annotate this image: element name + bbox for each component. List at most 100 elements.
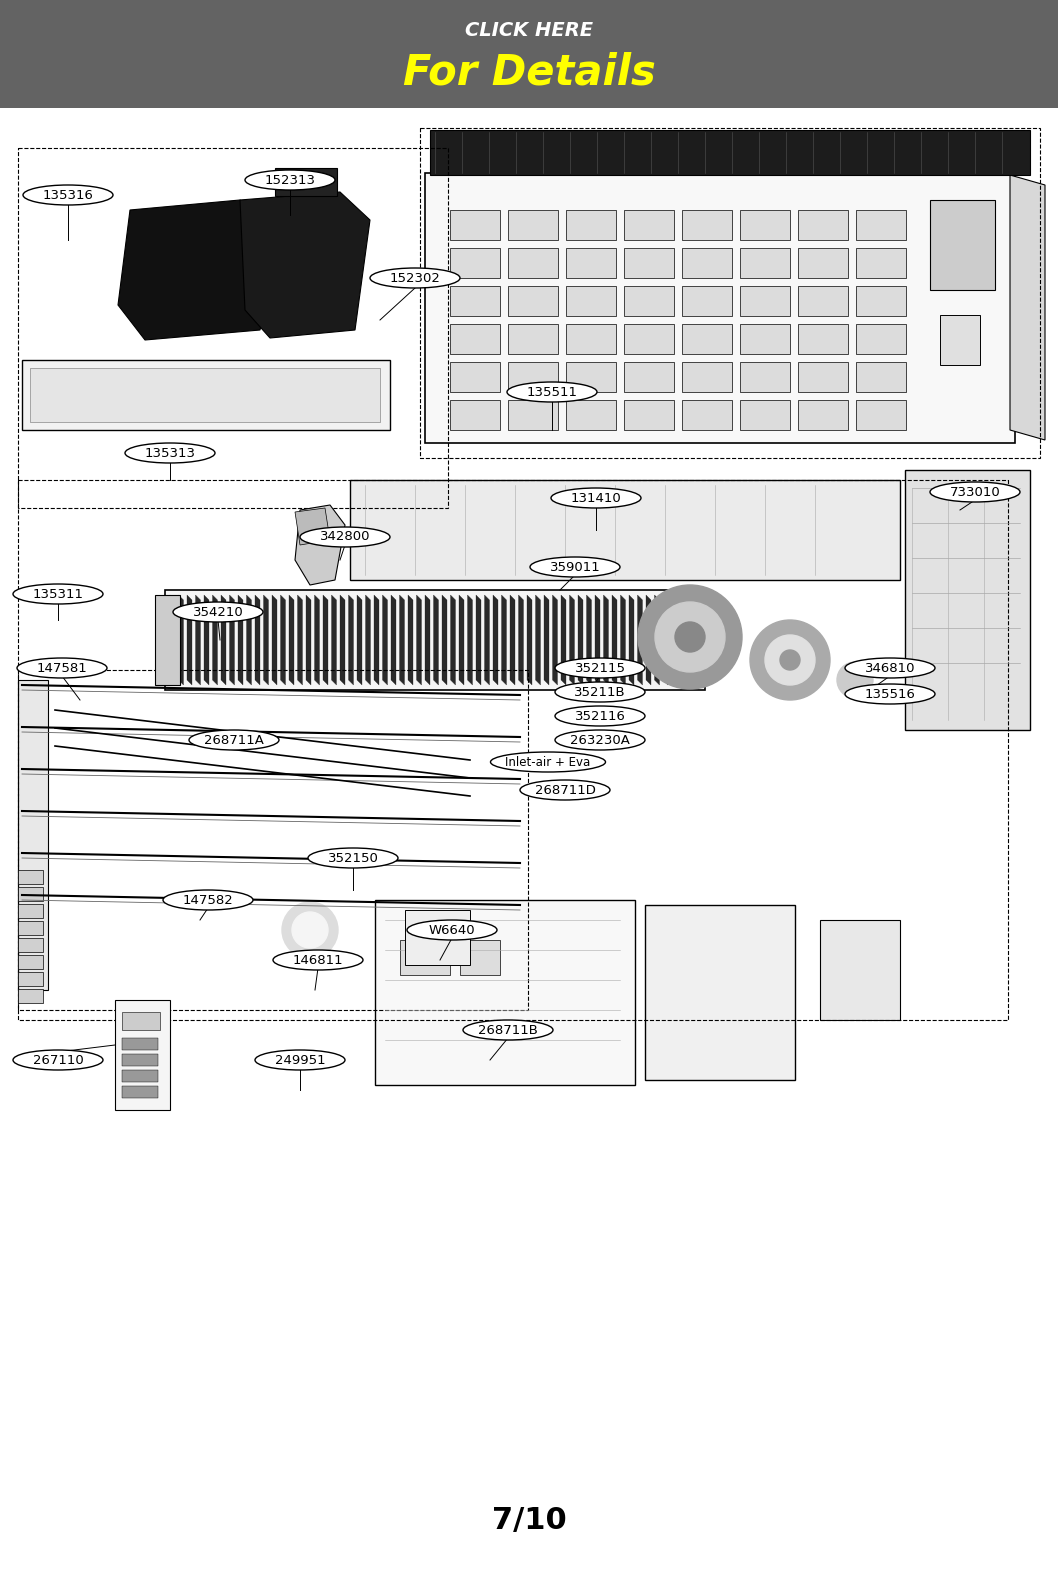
Bar (508, 248, 558, 278)
Bar (18, 903, 43, 917)
Ellipse shape (174, 602, 263, 622)
Bar (275, 168, 338, 196)
Ellipse shape (189, 731, 279, 749)
Text: 268711B: 268711B (478, 1023, 537, 1037)
Polygon shape (170, 595, 175, 685)
Bar (856, 361, 906, 393)
Bar (122, 1086, 158, 1098)
Circle shape (638, 584, 742, 690)
Text: 152313: 152313 (264, 173, 315, 187)
Text: 147581: 147581 (37, 661, 88, 674)
Bar (740, 286, 790, 316)
Polygon shape (295, 504, 345, 584)
Polygon shape (221, 595, 226, 685)
Text: 352115: 352115 (574, 661, 625, 674)
Polygon shape (586, 595, 591, 685)
Bar (18, 938, 43, 952)
Bar (930, 200, 995, 291)
Bar (450, 248, 500, 278)
Polygon shape (552, 595, 558, 685)
Polygon shape (272, 595, 277, 685)
Polygon shape (638, 595, 642, 685)
Bar (740, 324, 790, 353)
Polygon shape (340, 595, 345, 685)
Text: 354210: 354210 (193, 605, 243, 619)
Polygon shape (493, 595, 498, 685)
Bar (400, 939, 450, 976)
Bar (122, 1054, 158, 1067)
Ellipse shape (300, 526, 390, 547)
Polygon shape (485, 595, 490, 685)
Ellipse shape (273, 950, 363, 969)
Ellipse shape (930, 482, 1020, 503)
Text: 263230A: 263230A (570, 734, 630, 746)
Polygon shape (118, 200, 285, 339)
Circle shape (750, 621, 829, 701)
Text: 352150: 352150 (328, 851, 379, 864)
Ellipse shape (245, 170, 335, 190)
Text: 146811: 146811 (293, 954, 343, 966)
Bar (450, 286, 500, 316)
Circle shape (655, 602, 725, 672)
Ellipse shape (308, 848, 398, 869)
Polygon shape (295, 507, 330, 545)
Ellipse shape (23, 185, 113, 204)
Ellipse shape (125, 443, 215, 463)
Ellipse shape (370, 269, 460, 287)
Polygon shape (196, 595, 201, 685)
Polygon shape (518, 595, 524, 685)
Bar (18, 990, 43, 1002)
Text: 147582: 147582 (183, 894, 234, 906)
Text: 268711D: 268711D (534, 784, 596, 796)
Bar (798, 324, 849, 353)
Text: 7/10: 7/10 (492, 1505, 566, 1535)
Bar (18, 921, 43, 935)
Bar (566, 324, 616, 353)
Bar (798, 286, 849, 316)
Ellipse shape (507, 382, 597, 402)
Bar (798, 211, 849, 240)
Bar (450, 361, 500, 393)
Text: 135311: 135311 (33, 588, 84, 600)
Bar (740, 248, 790, 278)
Ellipse shape (555, 705, 645, 726)
Bar (856, 211, 906, 240)
Bar (508, 324, 558, 353)
Bar (624, 324, 674, 353)
Bar (425, 173, 1015, 443)
Ellipse shape (555, 658, 645, 679)
Bar (820, 921, 900, 1020)
Polygon shape (22, 360, 390, 430)
Ellipse shape (551, 489, 641, 507)
Circle shape (675, 622, 705, 652)
Polygon shape (408, 595, 413, 685)
Bar (18, 680, 48, 990)
Bar (682, 361, 732, 393)
Bar (682, 401, 732, 430)
Text: 733010: 733010 (950, 485, 1001, 498)
Polygon shape (501, 595, 507, 685)
Bar (682, 211, 732, 240)
Bar (624, 211, 674, 240)
Text: 342800: 342800 (320, 531, 370, 544)
Text: 268711A: 268711A (204, 734, 263, 746)
Polygon shape (510, 595, 515, 685)
Polygon shape (255, 595, 260, 685)
Bar (115, 1001, 170, 1111)
Bar (740, 211, 790, 240)
Polygon shape (365, 595, 370, 685)
Bar (450, 211, 500, 240)
Polygon shape (655, 595, 659, 685)
Polygon shape (561, 595, 566, 685)
Bar (508, 401, 558, 430)
Bar (18, 888, 43, 902)
Bar (508, 286, 558, 316)
Polygon shape (306, 595, 311, 685)
Bar (566, 361, 616, 393)
Polygon shape (646, 595, 651, 685)
Polygon shape (247, 595, 252, 685)
Polygon shape (297, 595, 303, 685)
Bar (566, 248, 616, 278)
Ellipse shape (255, 1049, 345, 1070)
Polygon shape (672, 595, 676, 685)
